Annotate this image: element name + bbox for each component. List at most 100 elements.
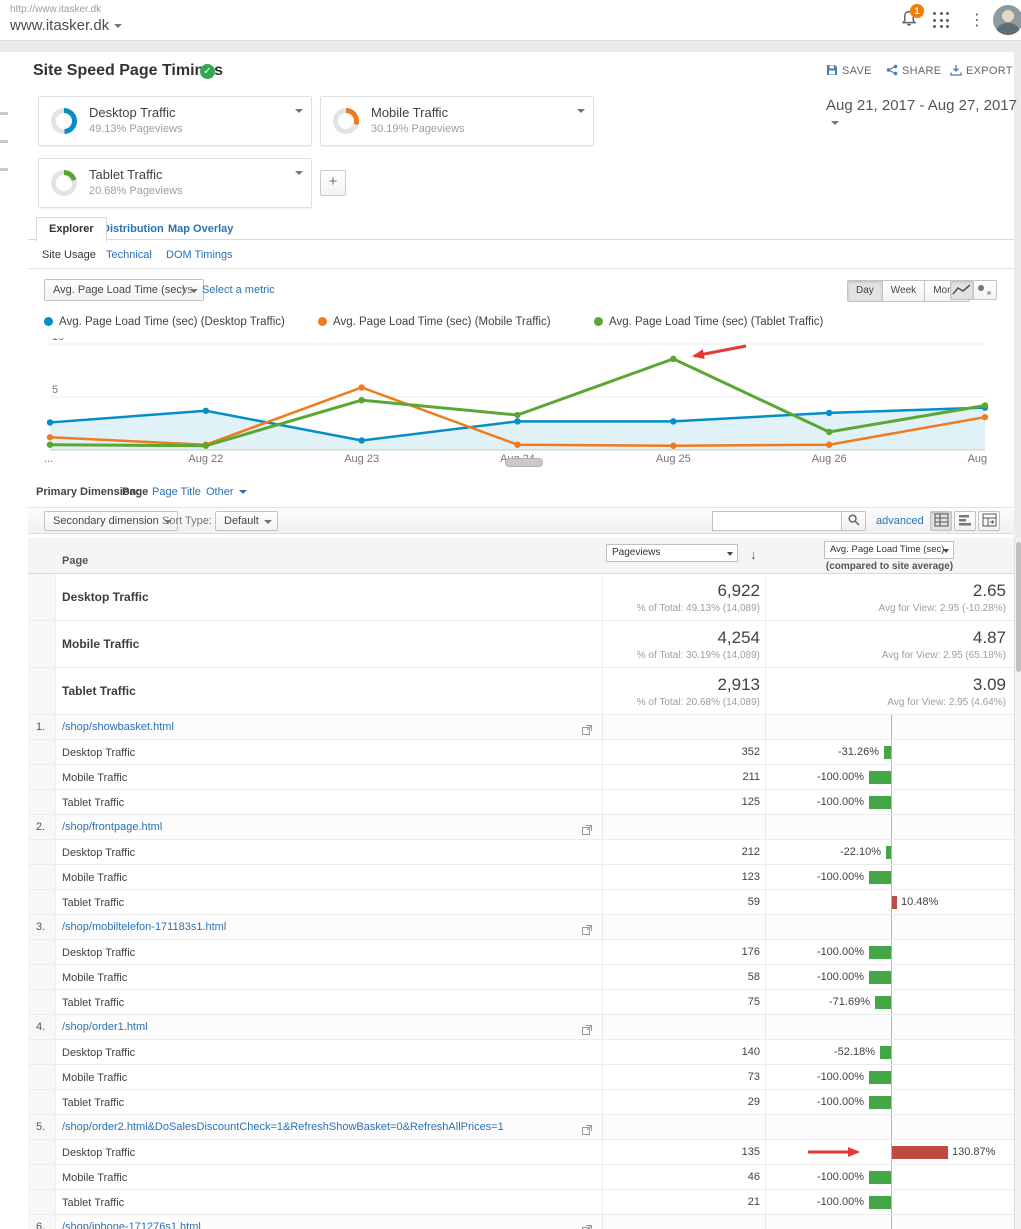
delta-bar-negative — [880, 1046, 891, 1059]
legend-dot — [318, 317, 327, 326]
tabs-divider — [28, 239, 1014, 240]
segment-pageviews: 58 — [747, 971, 760, 983]
performance-view-icon[interactable] — [954, 511, 976, 531]
sort-direction-icon[interactable]: ↓ — [750, 547, 757, 562]
chevron-down-icon — [163, 520, 172, 524]
open-page-external-icon[interactable] — [582, 722, 592, 740]
sidebar-dash — [0, 140, 8, 143]
secondary-dimension-button[interactable]: Secondary dimension — [44, 511, 178, 531]
dimension-page-title[interactable]: Page Title — [152, 486, 201, 498]
segment-card-desktop[interactable]: Desktop Traffic 49.13% Pageviews — [38, 96, 312, 146]
export-button[interactable]: EXPORT — [950, 64, 1013, 77]
property-selector[interactable]: www.itasker.dk — [10, 17, 123, 34]
summary-metric-sub: Avg for View: 2.95 (65.18%) — [881, 650, 1006, 661]
search-icon[interactable] — [841, 511, 866, 531]
segment-pageviews: 75 — [747, 996, 760, 1008]
add-segment-button[interactable]: + — [320, 170, 346, 196]
date-range-selector[interactable]: Aug 21, 2017 - Aug 27, 2017 — [826, 97, 1021, 131]
advanced-search-link[interactable]: advanced — [876, 515, 924, 527]
segment-detail: 30.19% Pageviews — [371, 123, 465, 135]
segment-card-mobile[interactable]: Mobile Traffic 30.19% Pageviews — [320, 96, 594, 146]
open-page-external-icon[interactable] — [582, 922, 592, 940]
bar-axis — [891, 1090, 892, 1114]
page-link[interactable]: /shop/mobiltelefon-171183s1.html — [62, 921, 227, 933]
segment-row-name: Mobile Traffic — [62, 972, 128, 984]
delta-label: -100.00% — [816, 771, 864, 783]
subtab-technical[interactable]: Technical — [106, 249, 152, 261]
metric-column-dropdown[interactable]: Avg. Page Load Time (sec) — [824, 541, 954, 559]
tab-distribution[interactable]: Distribution — [102, 223, 164, 235]
segment-row-name: Desktop Traffic — [62, 1047, 136, 1059]
timeline-scrubber[interactable] — [505, 458, 543, 467]
summary-pageviews-sub: % of Total: 20.68% (14,089) — [636, 697, 760, 708]
chevron-down-icon[interactable] — [295, 171, 303, 175]
svg-text:Aug 22: Aug 22 — [188, 453, 223, 465]
legend-item-mobile: Avg. Page Load Time (sec) (Mobile Traffi… — [318, 316, 551, 328]
row-index: 4. — [28, 1015, 56, 1039]
bar-axis — [891, 1065, 892, 1089]
segment-row-name: Tablet Traffic — [62, 1097, 125, 1109]
open-page-external-icon[interactable] — [582, 1022, 592, 1040]
legend-dot — [594, 317, 603, 326]
pageviews-column-dropdown[interactable]: Pageviews — [606, 544, 738, 562]
segment-row-name: Desktop Traffic — [62, 847, 136, 859]
metric-select-dropdown[interactable]: Avg. Page Load Time (sec) — [44, 279, 205, 301]
open-page-external-icon[interactable] — [582, 822, 592, 840]
user-avatar[interactable] — [993, 5, 1021, 35]
segment-card-tablet[interactable]: Tablet Traffic 20.68% Pageviews — [38, 158, 312, 208]
subtab-dom-timings[interactable]: DOM Timings — [166, 249, 233, 261]
tab-explorer[interactable]: Explorer — [36, 217, 107, 242]
granularity-day-button[interactable]: Day — [847, 280, 883, 302]
select-metric-link[interactable]: Select a metric — [202, 284, 275, 296]
sort-type-button[interactable]: Default — [215, 511, 278, 531]
line-chart-view-button[interactable] — [950, 280, 974, 300]
delta-label: -100.00% — [816, 1171, 864, 1183]
vertical-scrollbar[interactable] — [1014, 538, 1021, 1229]
motion-chart-view-button[interactable] — [973, 280, 997, 300]
dimension-page[interactable]: Page — [122, 486, 149, 498]
summary-row: Tablet Traffic 2,913 % of Total: 20.68% (1… — [28, 668, 1014, 715]
chevron-down-icon[interactable] — [295, 109, 303, 113]
page-link[interactable]: /shop/order1.html — [62, 1021, 148, 1033]
column-header-page[interactable]: Page — [62, 555, 89, 567]
open-page-external-icon[interactable] — [582, 1122, 592, 1140]
table-view-icon[interactable] — [930, 511, 952, 531]
segment-row: Tablet Traffic 59 10.48% — [28, 890, 1014, 915]
page-link[interactable]: /shop/iphone-171276s1.html — [62, 1221, 201, 1229]
save-button[interactable]: SAVE — [826, 64, 872, 77]
subtab-site-usage[interactable]: Site Usage — [42, 249, 96, 261]
bar-axis — [891, 840, 892, 864]
segment-row: Desktop Traffic 135 130.87% — [28, 1140, 1014, 1165]
overflow-menu-icon[interactable]: ⋮ — [969, 12, 985, 29]
dropdown-arrow-icon — [727, 552, 733, 556]
segment-row-name: Tablet Traffic — [62, 997, 125, 1009]
summary-pageviews: 2,913 — [717, 675, 760, 694]
metric-column-subtitle: (compared to site average) — [825, 561, 954, 572]
open-page-external-icon[interactable] — [582, 1222, 592, 1229]
page-link[interactable]: /shop/order2.html&DoSalesDiscountCheck=1… — [62, 1121, 504, 1133]
dimension-other[interactable]: Other — [206, 486, 247, 498]
top-bar: http://www.itasker.dk www.itasker.dk 1 ⋮ — [0, 0, 1021, 41]
delta-label: -100.00% — [816, 796, 864, 808]
segment-row: Tablet Traffic 21 -100.00% — [28, 1190, 1014, 1215]
pivot-view-icon[interactable] — [978, 511, 1000, 531]
segment-name: Desktop Traffic — [89, 105, 176, 120]
segment-row: Mobile Traffic 211 -100.00% — [28, 765, 1014, 790]
summary-metric-value: 4.87 — [972, 628, 1006, 647]
legend-dot — [44, 317, 53, 326]
collapsed-sidebar[interactable] — [0, 52, 29, 1229]
segment-pageviews: 73 — [747, 1071, 760, 1083]
page-link[interactable]: /shop/showbasket.html — [62, 721, 174, 733]
page-link[interactable]: /shop/frontpage.html — [62, 821, 163, 833]
bar-axis — [891, 715, 892, 739]
tab-map-overlay[interactable]: Map Overlay — [168, 223, 234, 235]
chevron-down-icon[interactable] — [577, 109, 585, 113]
table-search-input[interactable] — [712, 511, 842, 531]
scrollbar-thumb[interactable] — [1016, 542, 1021, 672]
share-button[interactable]: SHARE — [886, 64, 941, 77]
segment-row-name: Mobile Traffic — [62, 1172, 128, 1184]
apps-grid-icon[interactable] — [933, 12, 950, 29]
summary-segment-name: Mobile Traffic — [62, 637, 140, 651]
summary-segment-name: Tablet Traffic — [62, 684, 136, 698]
granularity-week-button[interactable]: Week — [882, 280, 926, 302]
